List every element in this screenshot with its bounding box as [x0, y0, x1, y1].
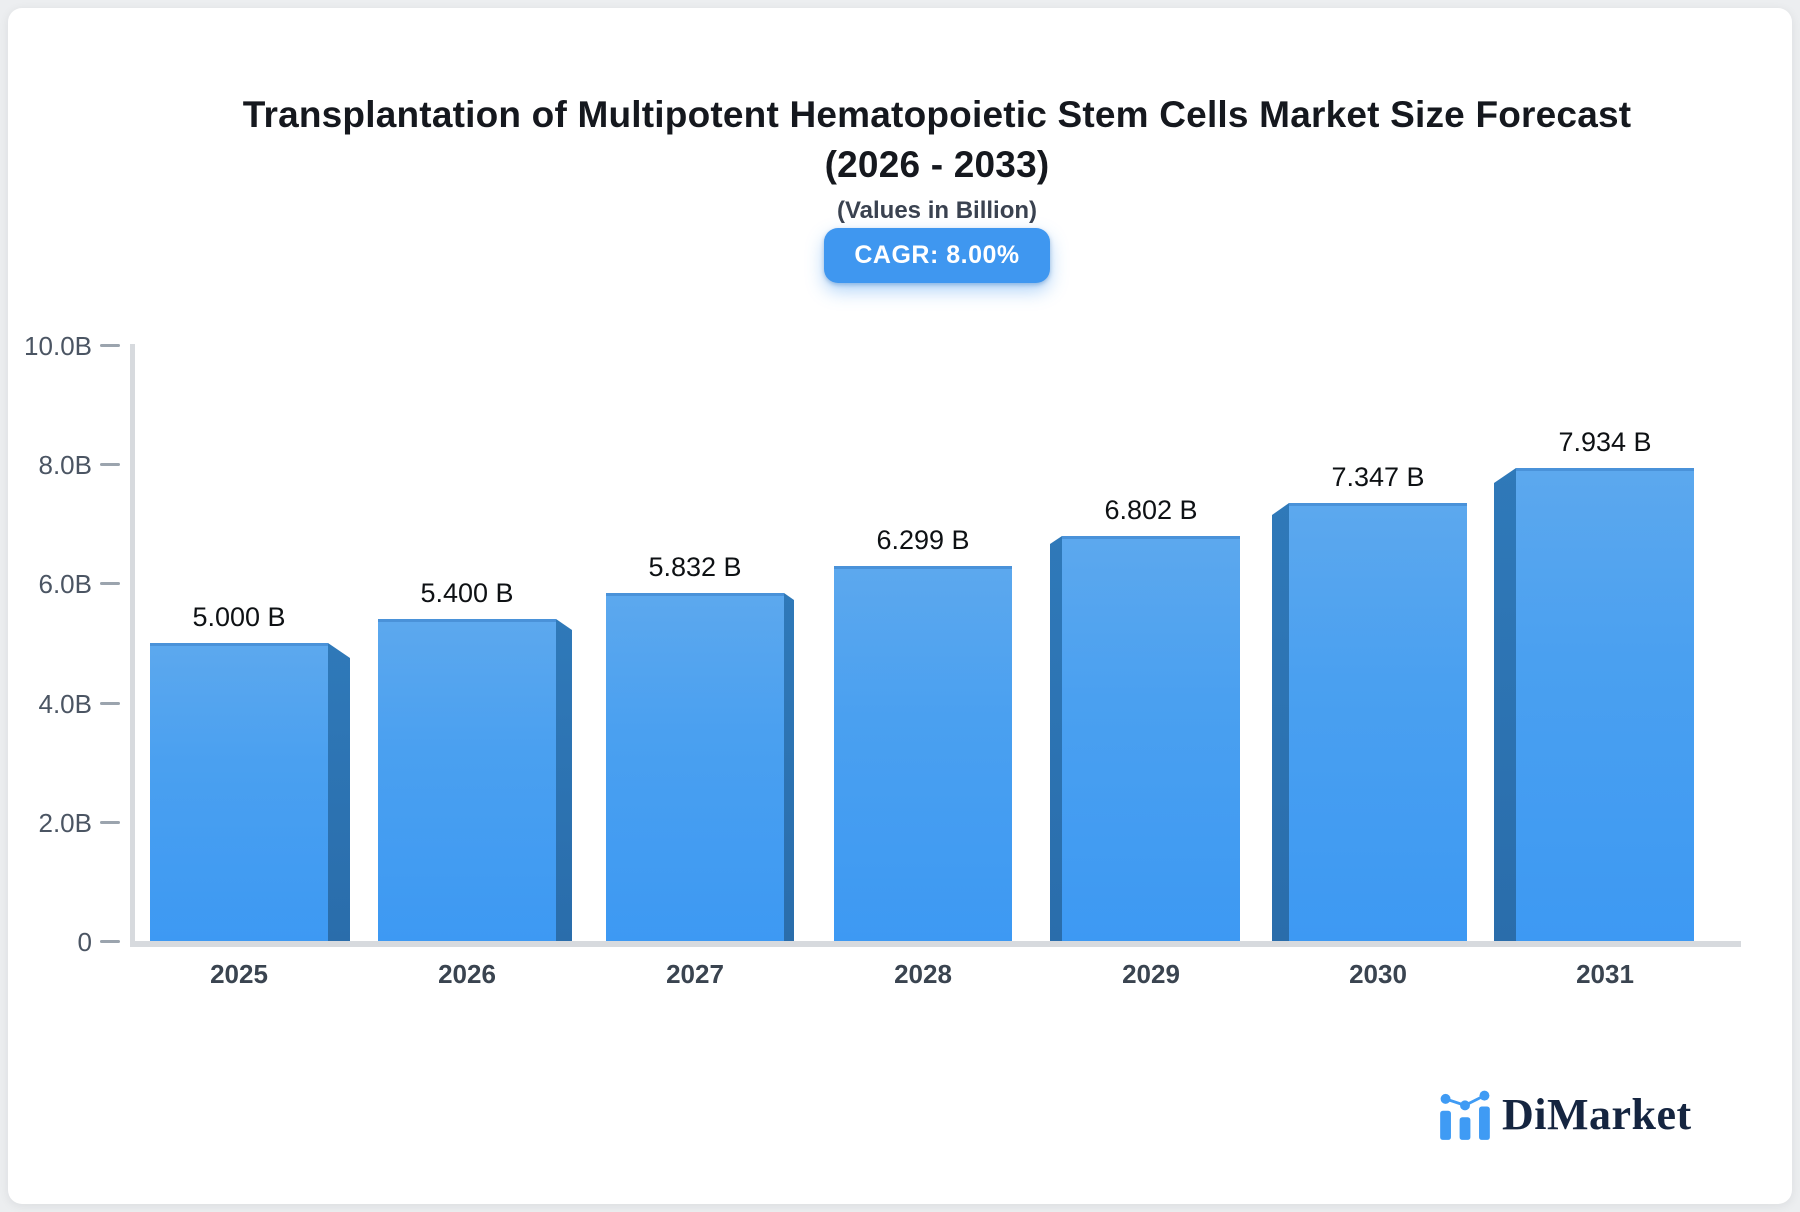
- x-axis-label-2029: 2029: [1122, 959, 1180, 989]
- cagr-badge: CAGR: 8.00%: [824, 228, 1050, 283]
- bar-2031[interactable]: [1516, 468, 1694, 941]
- bar-side-2027: [784, 593, 794, 941]
- bar-side-2030: [1272, 503, 1289, 941]
- bar-side-2026: [556, 619, 572, 941]
- dimarket-logo-icon: [1440, 1090, 1490, 1140]
- x-axis-label-2025: 2025: [210, 959, 268, 989]
- y-axis-label-8.0B: 8.0B: [38, 450, 93, 481]
- x-axis-baseline: [130, 941, 1741, 947]
- logo-wordmark: DiMarket: [1502, 1089, 1692, 1139]
- bar-side-2025: [328, 643, 350, 941]
- bar-2026[interactable]: [378, 619, 556, 941]
- bar-value-label-2027: 5.832 B: [648, 552, 742, 582]
- x-axis-label-2026: 2026: [438, 959, 496, 989]
- bar-value-label-2029: 6.802 B: [1104, 495, 1198, 525]
- bar-value-label-2025: 5.000 B: [192, 602, 286, 632]
- page-title: Transplantation of Multipotent Hematopoi…: [132, 90, 1742, 190]
- bar-value-label-2030: 7.347 B: [1331, 462, 1425, 492]
- bar-2030[interactable]: [1289, 503, 1467, 941]
- bar-2027[interactable]: [606, 593, 784, 941]
- y-axis-label-4.0B: 4.0B: [38, 688, 93, 719]
- title-line-1: Transplantation of Multipotent Hematopoi…: [242, 94, 1632, 135]
- y-axis-tick: [100, 701, 120, 705]
- y-axis-tick: [100, 463, 120, 467]
- bar-2028[interactable]: [834, 566, 1012, 941]
- y-axis-label-0: 0: [77, 927, 92, 957]
- bar-value-label-2028: 6.299 B: [876, 525, 970, 555]
- y-axis-label-2.0B: 2.0B: [38, 807, 93, 838]
- y-axis-tick: [100, 344, 120, 347]
- bar-value-label-2031: 7.934 B: [1558, 427, 1652, 457]
- x-axis-label-2028: 2028: [894, 959, 952, 989]
- x-axis-label-2027: 2027: [666, 959, 724, 989]
- x-axis-label-2031: 2031: [1576, 959, 1634, 989]
- bar-side-2029: [1050, 536, 1062, 941]
- bar-2029[interactable]: [1062, 536, 1240, 941]
- x-axis-label-2030: 2030: [1349, 959, 1407, 989]
- bar-2025[interactable]: [150, 643, 328, 941]
- y-axis-tick: [100, 940, 120, 943]
- bar-side-2031: [1494, 468, 1516, 941]
- y-axis-tick: [100, 820, 120, 824]
- y-axis-label-6.0B: 6.0B: [38, 569, 93, 600]
- bar-value-label-2026: 5.400 B: [420, 578, 514, 608]
- title-line-2: (2026 - 2033): [824, 144, 1050, 185]
- y-axis-tick: [100, 582, 120, 586]
- y-axis-label-10.0B: 10.0B: [24, 331, 92, 361]
- logo: DiMarket: [1438, 1088, 1692, 1140]
- y-axis-line: [130, 344, 135, 947]
- chart-subtitle: (Values in Billion): [836, 197, 1038, 224]
- cagr-badge-wrap: CAGR: 8.00%: [132, 228, 1742, 283]
